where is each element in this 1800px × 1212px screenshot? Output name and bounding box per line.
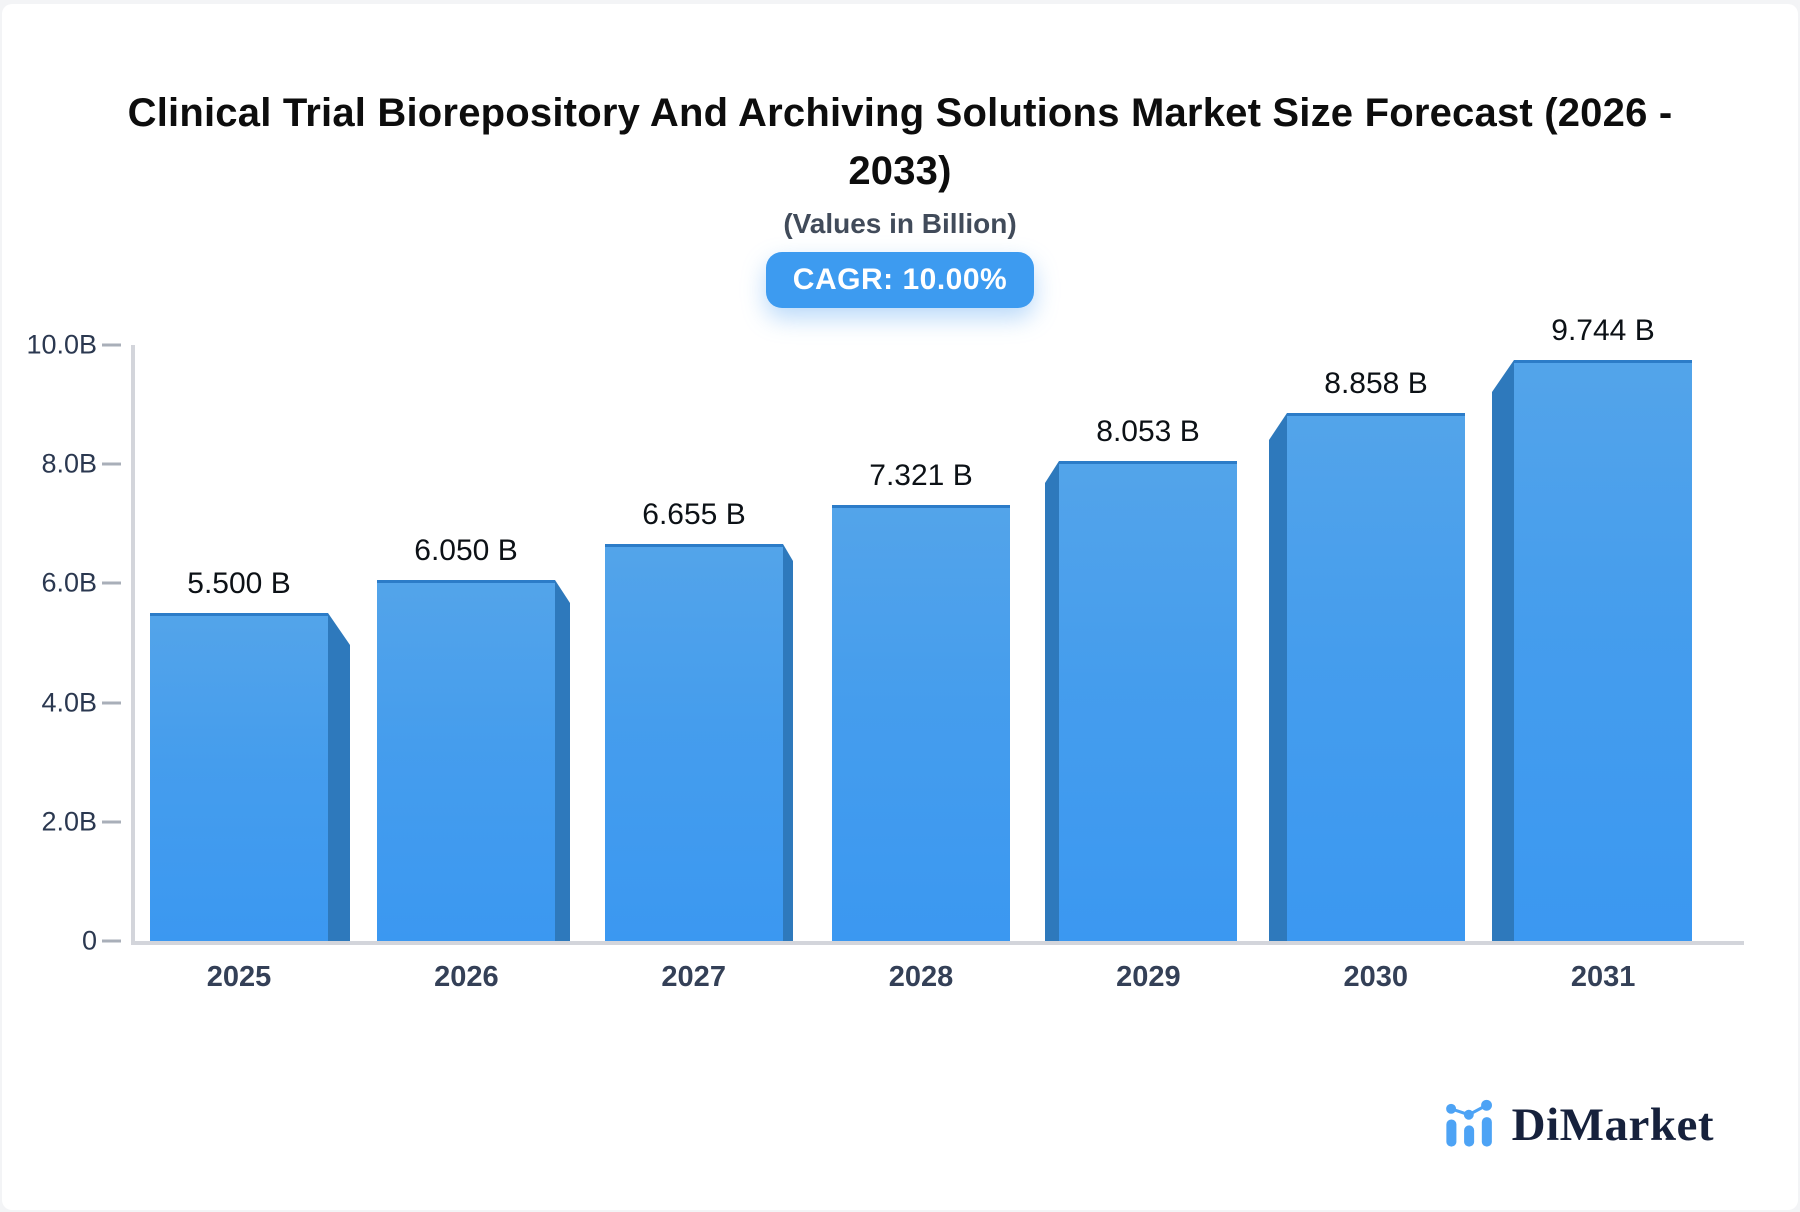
bar-3d-side — [1492, 360, 1514, 941]
bar-value-label: 7.321 B — [869, 459, 973, 492]
y-tick-dash — [102, 343, 121, 347]
y-tick-label: 4.0B — [41, 687, 97, 718]
bar-value-label: 8.858 B — [1324, 367, 1428, 400]
cagr-badge: CAGR: 10.00% — [765, 252, 1035, 308]
y-tick-label: 0 — [81, 925, 97, 956]
x-axis-label-2025: 2025 — [206, 961, 272, 993]
y-tick-dash — [102, 701, 121, 705]
chart-subtitle: (Values in Billion) — [783, 208, 1017, 239]
dimarket-logo: DiMarket — [1444, 1098, 1714, 1152]
chart-header: Clinical Trial Biorepository And Archivi… — [0, 84, 1800, 308]
bar-face — [605, 544, 783, 941]
x-axis-label-2030: 2030 — [1343, 961, 1409, 993]
bar-2025[interactable]: 5.500 B — [150, 567, 350, 941]
y-tick-dash — [102, 820, 121, 824]
chart-title: Clinical Trial Biorepository And Archivi… — [127, 91, 1673, 193]
y-tick-label: 6.0B — [41, 567, 97, 598]
bar-2028[interactable]: 7.321 B — [832, 459, 1010, 941]
x-axis-label-2029: 2029 — [1116, 961, 1181, 993]
bar-face — [1287, 413, 1465, 941]
bar-3d-side — [783, 544, 793, 941]
y-tick-label: 10.0B — [26, 329, 97, 360]
bar-3d-side — [1269, 413, 1287, 941]
logo-text: DiMarket — [1511, 1099, 1714, 1151]
bar-2029[interactable]: 8.053 B — [1045, 415, 1237, 941]
bar-2027[interactable]: 6.655 B — [605, 498, 793, 941]
bar-3d-side — [328, 613, 350, 941]
x-axis-label-2028: 2028 — [888, 961, 954, 993]
bar-value-label: 5.500 B — [187, 567, 291, 600]
bar-3d-side — [1045, 461, 1059, 941]
y-tick-dash — [102, 939, 121, 943]
bar-value-label: 6.050 B — [414, 534, 518, 567]
bar-face — [1514, 360, 1692, 941]
plot-area: 0 2.0B 4.0B 6.0B 8.0B 10.0B 5.500 B 2025 6.050 B… — [26, 314, 1744, 993]
bar-2030[interactable]: 8.858 B — [1269, 367, 1465, 941]
x-axis-label-2031: 2031 — [1570, 961, 1636, 993]
bar-value-label: 8.053 B — [1096, 415, 1200, 448]
bar-2026[interactable]: 6.050 B — [377, 534, 570, 941]
y-tick-dash — [102, 462, 121, 466]
bar-face — [377, 580, 555, 941]
bar-chart-logo-icon — [1444, 1099, 1496, 1152]
x-axis-label-2026: 2026 — [434, 961, 499, 993]
bar-face — [1059, 461, 1237, 941]
bar-3d-side — [555, 580, 570, 941]
bar-face — [832, 505, 1010, 941]
bar-value-label: 9.744 B — [1551, 314, 1655, 347]
y-tick-dash — [102, 581, 121, 585]
bar-face — [150, 613, 328, 941]
bar-value-label: 6.655 B — [642, 498, 746, 531]
y-tick-label: 2.0B — [41, 806, 97, 837]
bar-2031[interactable]: 9.744 B — [1492, 314, 1692, 941]
x-axis-label-2027: 2027 — [661, 961, 726, 993]
y-tick-label: 8.0B — [41, 448, 97, 479]
